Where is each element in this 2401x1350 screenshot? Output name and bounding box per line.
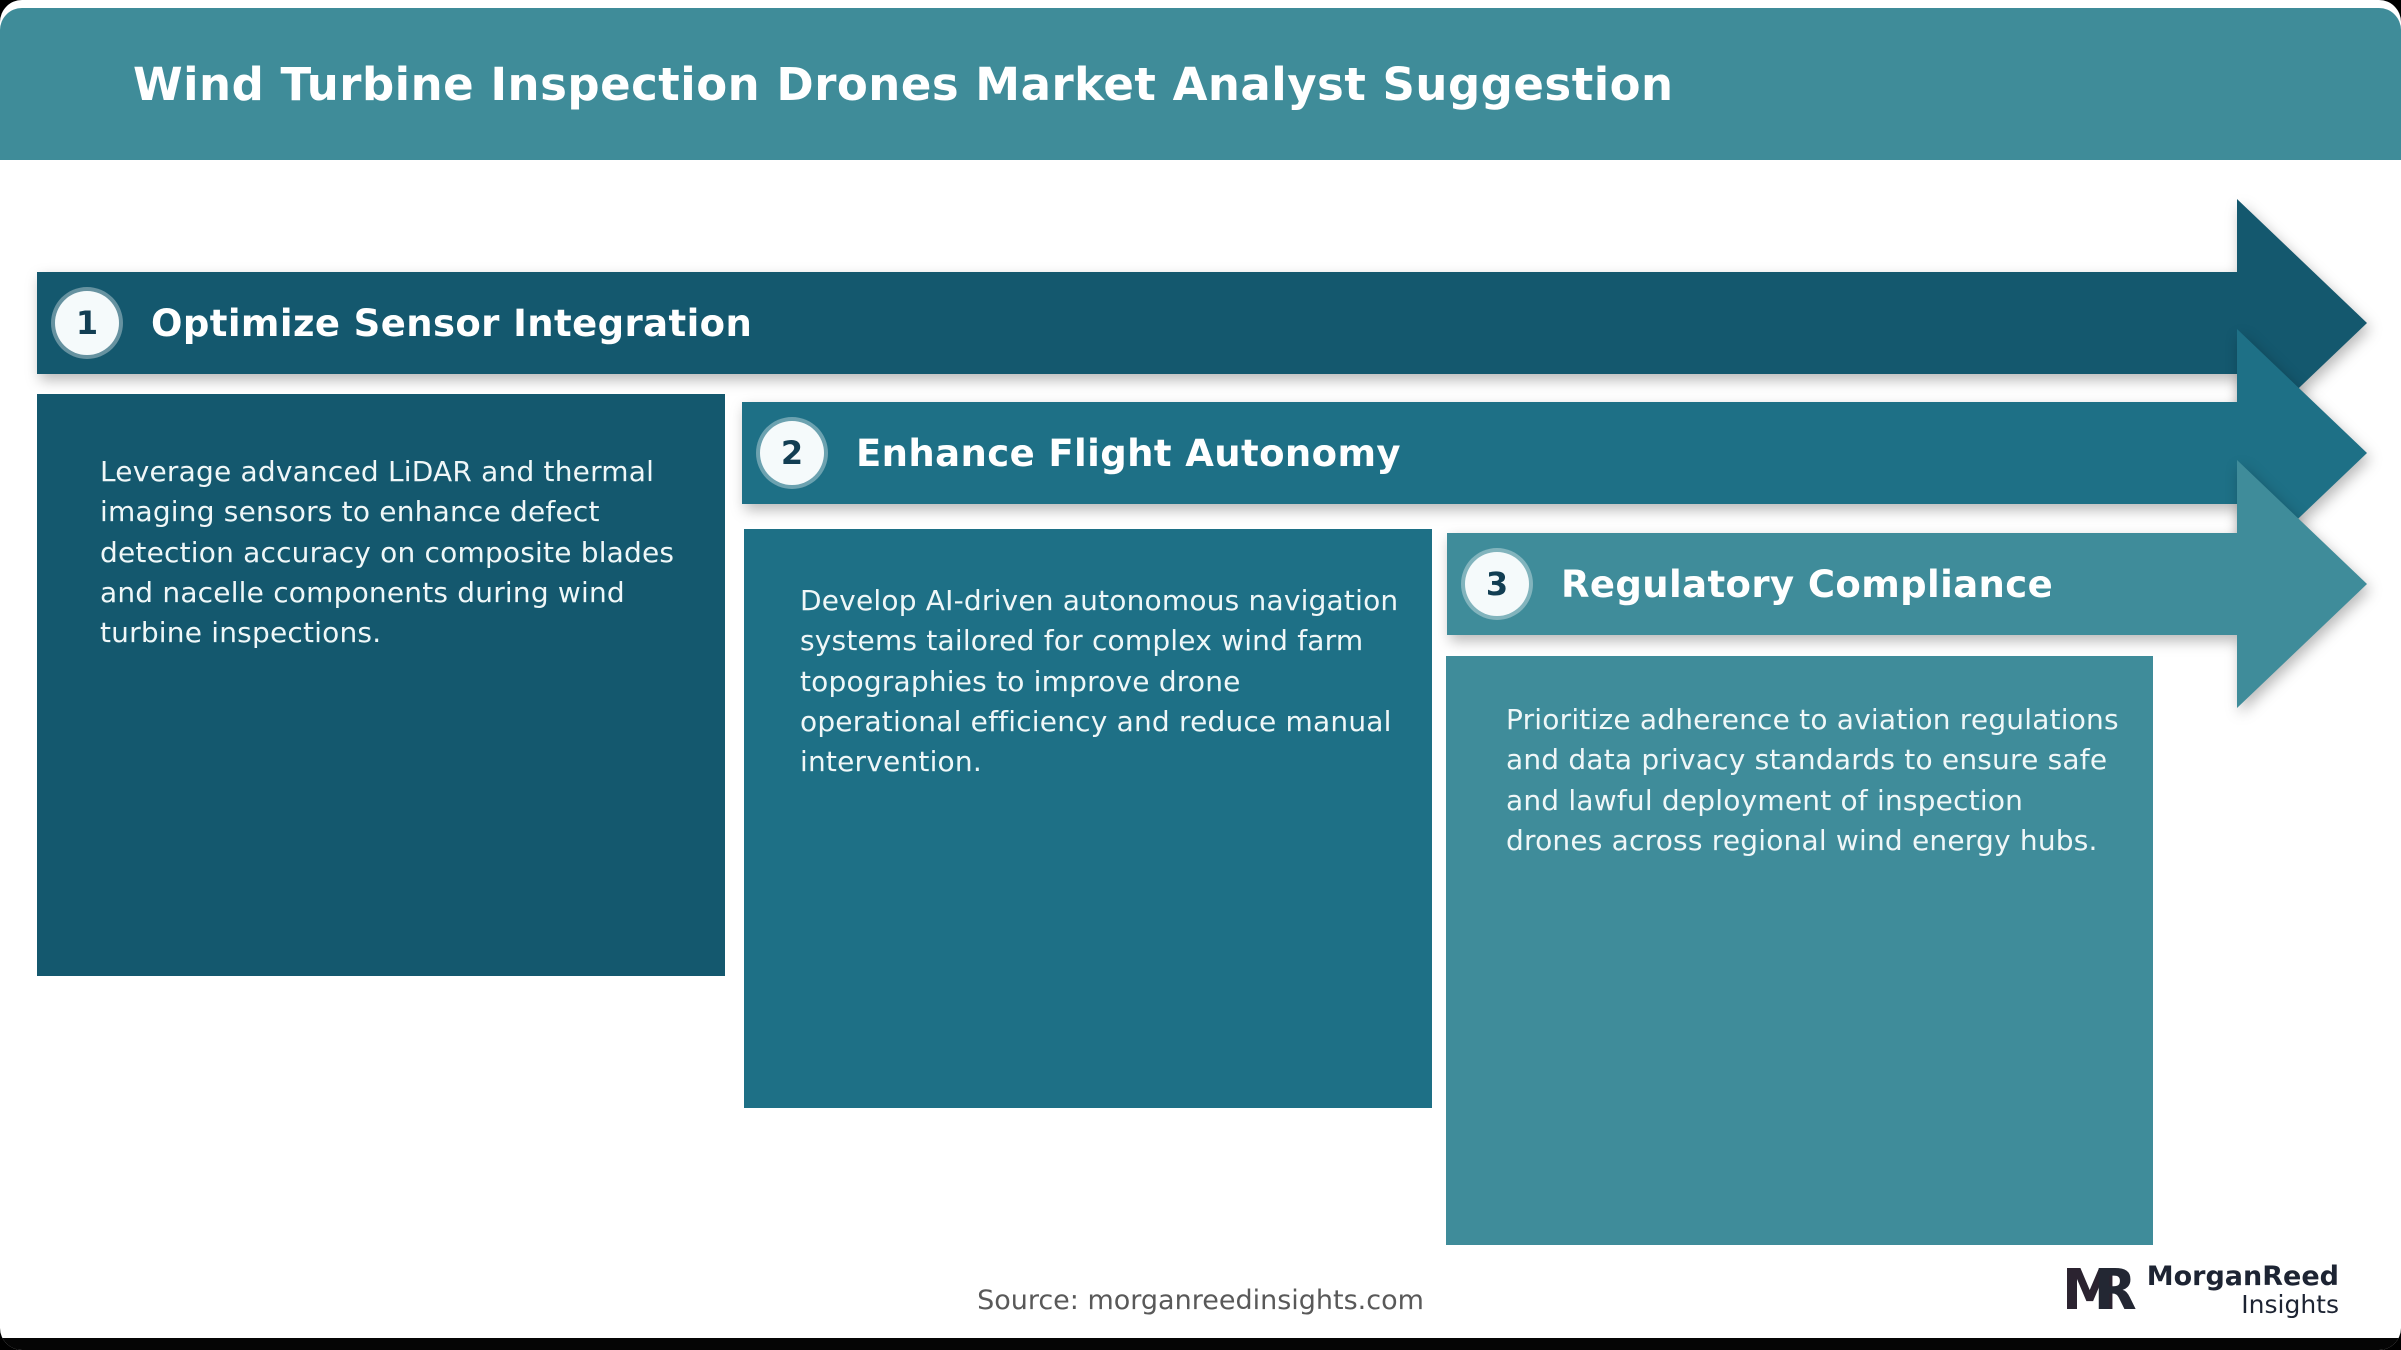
step-number-badge-3: 3 bbox=[1465, 552, 1529, 616]
step-title-2: Enhance Flight Autonomy bbox=[856, 431, 1401, 475]
brand-monogram-icon: MR bbox=[2062, 1262, 2137, 1319]
bottom-black-strip bbox=[0, 1338, 2401, 1350]
monogram-letter-r: R bbox=[2093, 1257, 2137, 1323]
brand-logo-text: MorganReed Insights bbox=[2146, 1260, 2339, 1320]
step-description-box-2: Develop AI-driven autonomous navigation … bbox=[744, 529, 1432, 1108]
brand-name: MorganReed bbox=[2146, 1260, 2339, 1292]
step-arrow-2: 2 Enhance Flight Autonomy bbox=[742, 329, 2367, 577]
brand-tagline: Insights bbox=[2241, 1290, 2339, 1320]
step-description-text-2: Develop AI-driven autonomous navigation … bbox=[800, 584, 1399, 779]
brand-logo: MR MorganReed Insights bbox=[2062, 1260, 2339, 1320]
step-number-badge-1: 1 bbox=[55, 291, 119, 355]
arrow-head-icon-3 bbox=[2237, 460, 2367, 708]
step-number-badge-2: 2 bbox=[760, 421, 824, 485]
step-title-1: Optimize Sensor Integration bbox=[151, 301, 753, 345]
step-arrow-3: 3 Regulatory Compliance bbox=[1447, 460, 2367, 708]
step-title-3: Regulatory Compliance bbox=[1561, 562, 2054, 606]
header-bar: Wind Turbine Inspection Drones Market An… bbox=[0, 8, 2401, 160]
step-arrow-1: 1 Optimize Sensor Integration bbox=[37, 199, 2367, 447]
step-description-text-1: Leverage advanced LiDAR and thermal imag… bbox=[100, 455, 675, 650]
page-title: Wind Turbine Inspection Drones Market An… bbox=[133, 57, 1674, 111]
step-description-box-1: Leverage advanced LiDAR and thermal imag… bbox=[37, 394, 725, 976]
step-description-box-3: Prioritize adherence to aviation regulat… bbox=[1446, 656, 2153, 1245]
source-attribution: Source: morganreedinsights.com bbox=[977, 1285, 1424, 1316]
monogram-letter-m: M bbox=[2061, 1257, 2118, 1323]
step-description-text-3: Prioritize adherence to aviation regulat… bbox=[1506, 703, 2119, 857]
